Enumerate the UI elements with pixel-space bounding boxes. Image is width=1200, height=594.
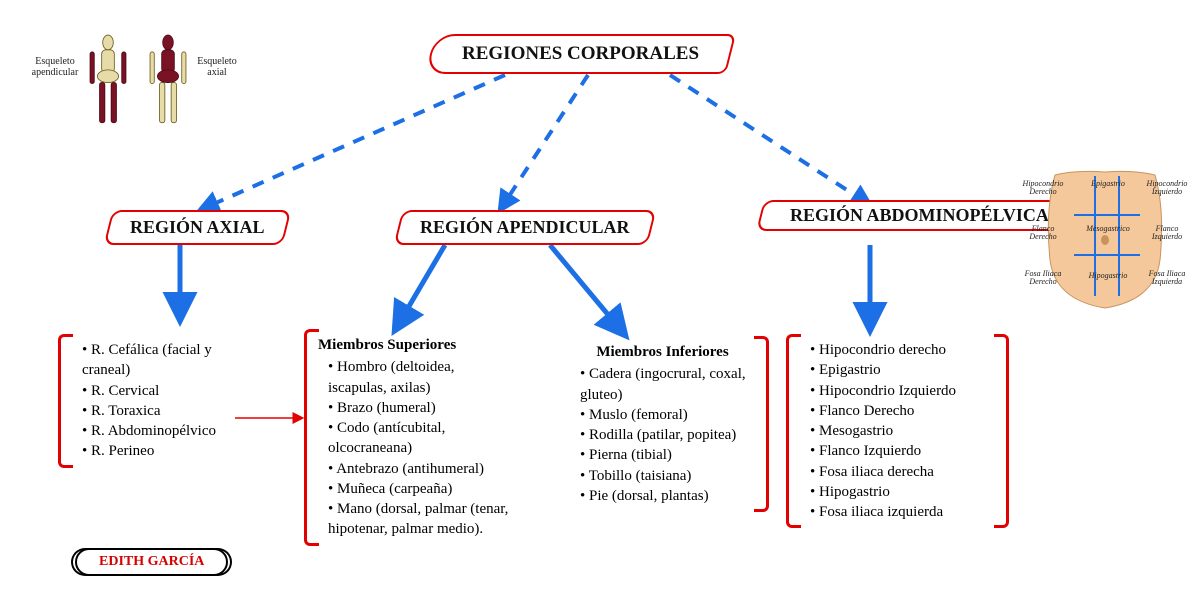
list-item: Fosa iliaca izquierda — [810, 502, 995, 522]
bracket-icon — [304, 329, 319, 546]
list-item: Antebrazo (antihumeral) — [328, 459, 513, 479]
list-item: Muslo (femoral) — [580, 405, 755, 425]
abd-r2c3: Flanco Izquierdo — [1142, 225, 1192, 242]
list-item: Mesogastrio — [810, 421, 995, 441]
skel-label-axial: Esqueleto axial — [188, 56, 246, 78]
list-item: Codo (antícubital, olcocraneana) — [328, 418, 513, 459]
list-abd: Hipocondrio derechoEpigastrioHipocondrio… — [800, 340, 995, 522]
abd-r2c2: Mesogastrico — [1084, 225, 1132, 233]
node-apendicular: REGIÓN APENDICULAR — [394, 210, 656, 245]
list-sup-heading: Miembros Superiores — [318, 335, 513, 355]
list-item: Pierna (tibial) — [580, 445, 755, 465]
node-axial: REGIÓN AXIAL — [104, 210, 291, 245]
list-item: Tobillo (taisiana) — [580, 466, 755, 486]
list-item: R. Abdominopélvico — [82, 421, 242, 441]
list-item: Hipocondrio derecho — [810, 340, 995, 360]
list-item: Pie (dorsal, plantas) — [580, 486, 755, 506]
list-sup: Miembros Superiores Hombro (deltoidea, i… — [318, 335, 513, 540]
abd-r3c3: Fosa Iliaca Izquierda — [1142, 270, 1192, 287]
abd-r1c2: Epigastrio — [1088, 180, 1128, 188]
list-item: Mano (dorsal, palmar (tenar, hipotenar, … — [328, 499, 513, 540]
bracket-icon — [58, 334, 73, 468]
list-item: R. Cefálica (facial y craneal) — [82, 340, 242, 381]
abd-r1c3: Hipocondrio Izquierdo — [1142, 180, 1192, 197]
list-item: R. Cervical — [82, 381, 242, 401]
bracket-icon — [994, 334, 1009, 528]
list-item: Fosa iliaca derecha — [810, 462, 995, 482]
diagram-stage: REGIONES CORPORALES REGIÓN AXIAL REGIÓN … — [0, 0, 1200, 594]
node-apendicular-label: REGIÓN APENDICULAR — [420, 217, 630, 238]
list-inf: Miembros Inferiores Cadera (ingocrural, … — [570, 342, 755, 506]
list-axial: R. Cefálica (facial y craneal)R. Cervica… — [72, 340, 242, 462]
node-axial-label: REGIÓN AXIAL — [130, 217, 265, 238]
list-item: Hipogastrio — [810, 482, 995, 502]
author-badge: EDITH GARCÍA — [75, 548, 228, 576]
list-item: Hombro (deltoidea, iscapulas, axilas) — [328, 357, 513, 398]
list-inf-heading: Miembros Inferiores — [570, 342, 755, 362]
skeleton-legend: Esqueleto apendicular — [28, 28, 238, 143]
list-sup-items: Hombro (deltoidea, iscapulas, axilas)Bra… — [318, 357, 513, 539]
list-item: Rodilla (patilar, popitea) — [580, 425, 755, 445]
abd-r3c2: Hipogastrio — [1084, 272, 1132, 280]
skeleton-apendicular-icon — [86, 34, 130, 129]
bracket-icon — [754, 336, 769, 512]
skel-label-apendicular: Esqueleto apendicular — [26, 56, 84, 78]
root-label: REGIONES CORPORALES — [462, 43, 699, 65]
abd-r2c1: Flanco Derecho — [1018, 225, 1068, 242]
bracket-icon — [786, 334, 801, 528]
list-item: Epigastrio — [810, 360, 995, 380]
list-item: Brazo (humeral) — [328, 398, 513, 418]
list-item: R. Toraxica — [82, 401, 242, 421]
list-item: Flanco Izquierdo — [810, 441, 995, 461]
list-item: Flanco Derecho — [810, 401, 995, 421]
list-item: Muñeca (carpeaña) — [328, 479, 513, 499]
author-name: EDITH GARCÍA — [75, 548, 228, 576]
abd-r3c1: Fosa Iliaca Derecho — [1018, 270, 1068, 287]
node-abdomino-label: REGIÓN ABDOMINOPÉLVICA — [790, 205, 1049, 226]
abd-r1c1: Hipocondrio Derecho — [1018, 180, 1068, 197]
list-axial-items: R. Cefálica (facial y craneal)R. Cervica… — [72, 340, 242, 462]
root-node: REGIONES CORPORALES — [425, 34, 736, 74]
abdomen-figure: Hipocondrio Derecho Epigastrio Hipocondr… — [1020, 170, 1190, 325]
list-item: R. Perineo — [82, 441, 242, 461]
list-abd-items: Hipocondrio derechoEpigastrioHipocondrio… — [800, 340, 995, 522]
list-item: Cadera (ingocrural, coxal, gluteo) — [580, 364, 755, 405]
skeleton-axial-icon — [146, 34, 190, 129]
list-item: Hipocondrio Izquierdo — [810, 381, 995, 401]
list-inf-items: Cadera (ingocrural, coxal, gluteo)Muslo … — [570, 364, 755, 506]
